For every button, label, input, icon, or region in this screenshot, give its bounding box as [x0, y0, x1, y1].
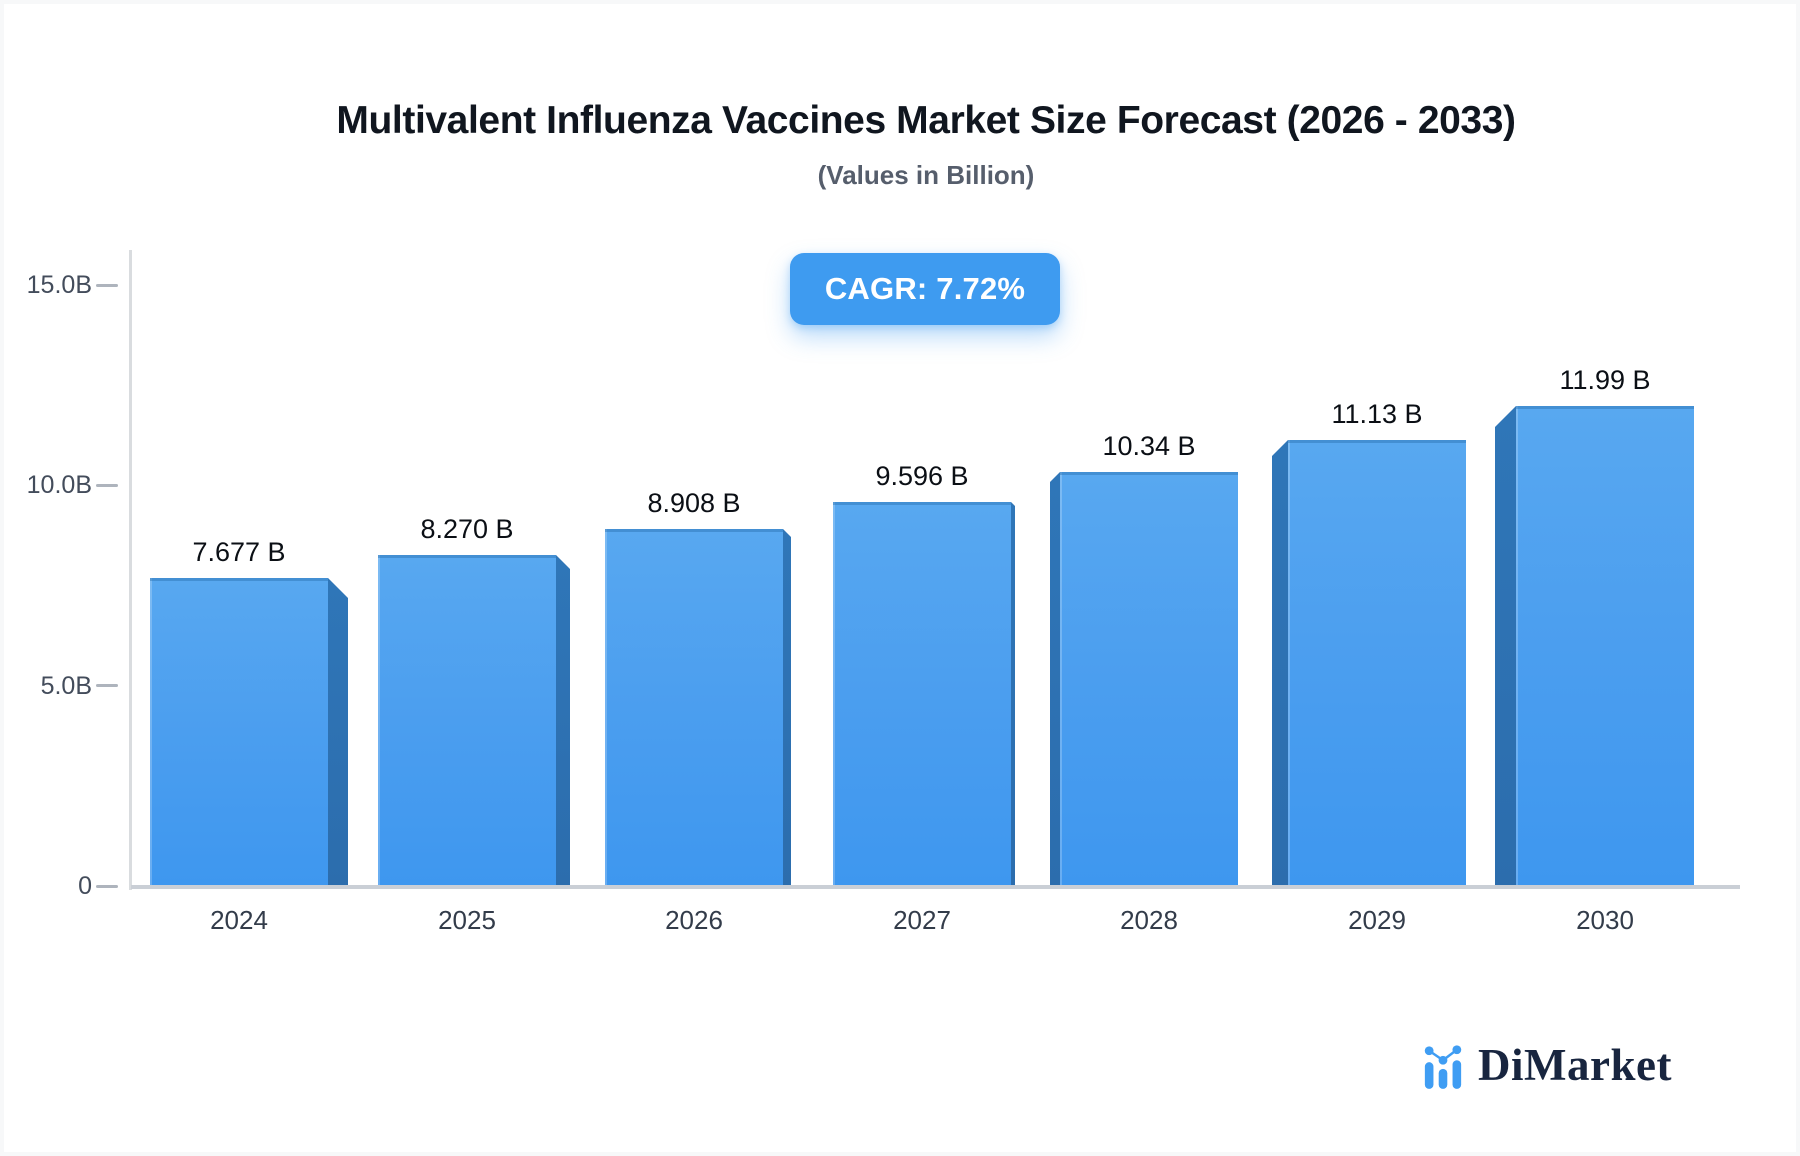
- bar-side-face: [328, 578, 348, 886]
- bar-2024: [150, 578, 328, 886]
- x-axis-label-2026: 2026: [665, 905, 723, 935]
- y-tick-mark: [96, 483, 118, 487]
- bar-2030: [1516, 406, 1694, 886]
- y-axis-line: [129, 250, 132, 890]
- cagr-badge: CAGR: 7.72%: [790, 253, 1060, 325]
- mini-bar-line-chart-icon: [1424, 1045, 1462, 1089]
- bar-value-label: 9.596 B: [875, 461, 969, 491]
- x-axis-label-2027: 2027: [893, 905, 951, 935]
- bar-value-label: 8.270 B: [420, 514, 514, 544]
- y-tick-mark: [96, 884, 118, 888]
- bar-side-face: [1050, 472, 1060, 886]
- bar-value-label: 11.99 B: [1559, 365, 1651, 395]
- x-axis-label-2024: 2024: [210, 905, 268, 935]
- brand-logo-text: DiMarket: [1478, 1040, 1672, 1090]
- y-tick-mark: [96, 283, 118, 287]
- bar-2026: [605, 529, 783, 886]
- bar-2028: [1060, 472, 1238, 886]
- bar-side-face: [783, 529, 791, 886]
- y-tick-label: 10.0B: [26, 471, 92, 500]
- x-axis-baseline: [131, 885, 1740, 889]
- x-axis-label-2029: 2029: [1348, 905, 1406, 935]
- bar-side-face: [1272, 440, 1288, 886]
- x-axis-label-2028: 2028: [1120, 905, 1178, 935]
- x-axis-label-2030: 2030: [1576, 905, 1634, 935]
- x-axis-label-2025: 2025: [438, 905, 496, 935]
- bar-value-label: 7.677 B: [192, 537, 286, 567]
- y-tick-mark: [96, 684, 118, 688]
- chart-subtitle: (Values in Billion): [817, 159, 1035, 190]
- bar-value-label: 11.13 B: [1331, 399, 1423, 429]
- bar-2029: [1288, 440, 1466, 886]
- y-tick-label: 15.0B: [26, 271, 92, 299]
- chart-title: Multivalent Influenza Vaccines Market Si…: [336, 99, 1516, 142]
- bar-value-label: 8.908 B: [647, 488, 741, 518]
- bar-side-face: [556, 555, 570, 886]
- bar-2025: [378, 555, 556, 886]
- bar-value-label: 10.34 B: [1102, 431, 1196, 461]
- y-tick-label: 5.0B: [40, 671, 92, 700]
- bar-side-face: [1495, 406, 1516, 886]
- brand-logo: DiMarket: [1422, 1036, 1672, 1090]
- chart-header: Multivalent Influenza Vaccines Market Si…: [52, 98, 1800, 191]
- bar-2027: [833, 502, 1011, 886]
- bar-side-face: [1011, 502, 1015, 886]
- y-tick-label: 0: [78, 872, 92, 900]
